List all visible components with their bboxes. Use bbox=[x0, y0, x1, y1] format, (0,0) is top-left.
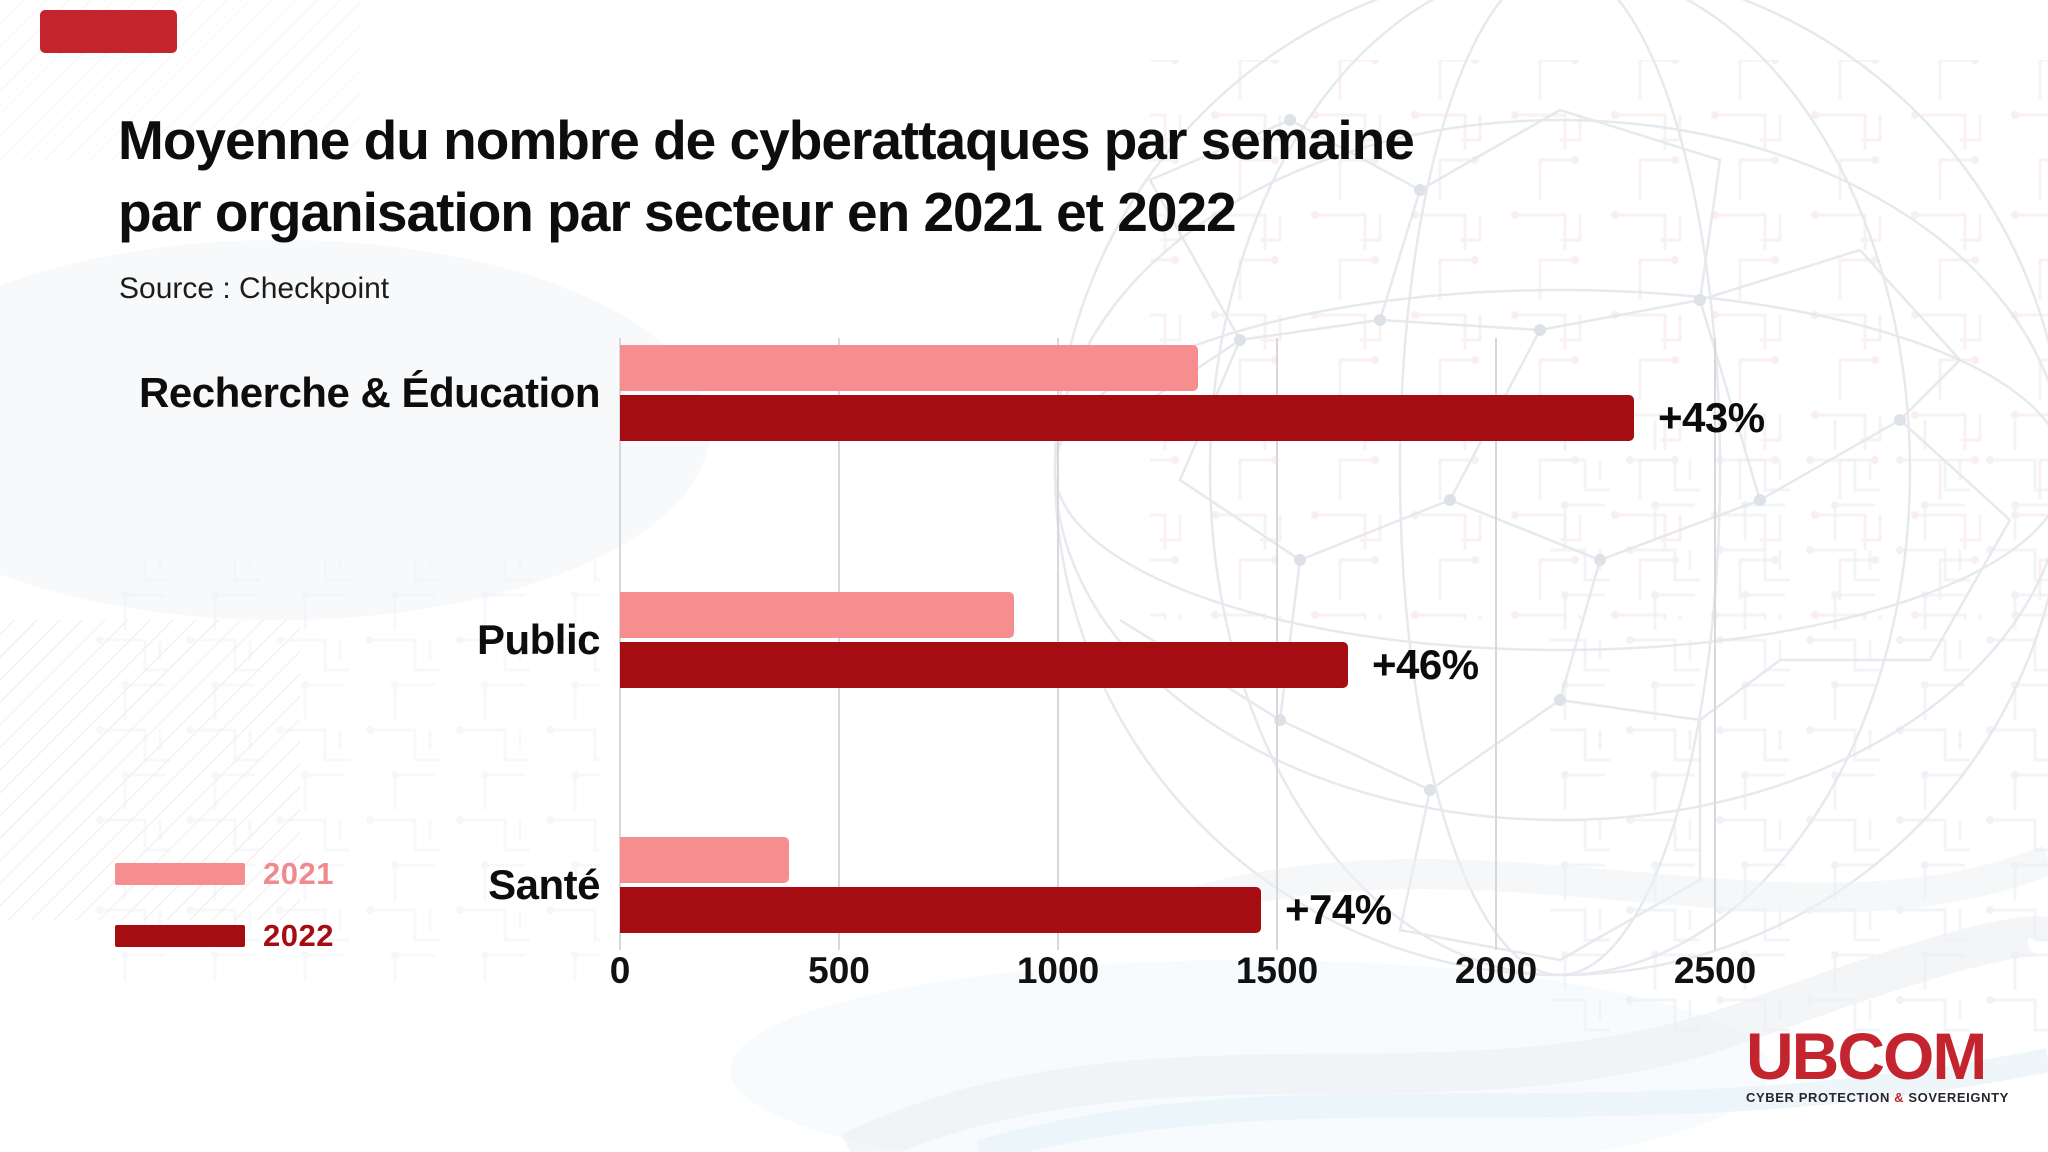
tagline-part2: SOVEREIGNTY bbox=[1904, 1090, 2009, 1105]
x-axis-tick-1000: 1000 bbox=[1016, 950, 1100, 991]
title-line-1: Moyenne du nombre de cyberattaques par s… bbox=[118, 109, 1415, 171]
x-axis-tick-500: 500 bbox=[808, 950, 870, 991]
bar-2022-2 bbox=[620, 642, 1348, 688]
growth-annotation-3: +74% bbox=[1285, 886, 1392, 933]
x-axis-tick-1500: 1500 bbox=[1235, 950, 1319, 991]
growth-annotation-1: +43% bbox=[1658, 394, 1765, 441]
gridline-x-2500 bbox=[1714, 338, 1716, 950]
x-axis-tick-2500: 2500 bbox=[1673, 950, 1757, 991]
page-title: Moyenne du nombre de cyberattaques par s… bbox=[118, 104, 1618, 248]
tagline-ampersand: & bbox=[1894, 1090, 1905, 1105]
category-label-1: Recherche & Éducation bbox=[139, 369, 600, 416]
bar-2021-3 bbox=[620, 837, 789, 883]
legend-swatch-2022 bbox=[115, 925, 245, 947]
tagline-part1: CYBER PROTECTION bbox=[1746, 1090, 1895, 1105]
category-label-2: Public bbox=[476, 616, 601, 663]
legend-swatch-2021 bbox=[115, 863, 245, 885]
bar-2022-3 bbox=[620, 887, 1261, 933]
ubcom-logo: UBCOM CYBER PROTECTION & SOVEREIGNTY bbox=[1746, 1019, 2009, 1105]
corner-accent-bar bbox=[40, 10, 177, 53]
x-axis-tick-2000: 2000 bbox=[1454, 950, 1538, 991]
ubcom-logo-tagline: CYBER PROTECTION & SOVEREIGNTY bbox=[1746, 1090, 2009, 1105]
legend-label-2021: 2021 bbox=[263, 856, 334, 891]
gridline-x-2000 bbox=[1495, 338, 1497, 950]
legend-item-2022: 2022 bbox=[115, 918, 334, 954]
title-line-2: par organisation par secteur en 2021 et … bbox=[118, 181, 1237, 243]
growth-annotation-2: +46% bbox=[1372, 641, 1479, 688]
x-axis-tick-0: 0 bbox=[609, 950, 631, 991]
category-label-3: Santé bbox=[488, 861, 600, 908]
bar-2021-1 bbox=[620, 345, 1198, 391]
source-caption: Source : Checkpoint bbox=[119, 272, 390, 305]
ubcom-logo-wordmark: UBCOM bbox=[1746, 1019, 1987, 1093]
bar-2021-2 bbox=[620, 592, 1014, 638]
bar-2022-1 bbox=[620, 395, 1634, 441]
legend-label-2022: 2022 bbox=[263, 918, 334, 953]
legend-item-2021: 2021 bbox=[115, 856, 334, 892]
